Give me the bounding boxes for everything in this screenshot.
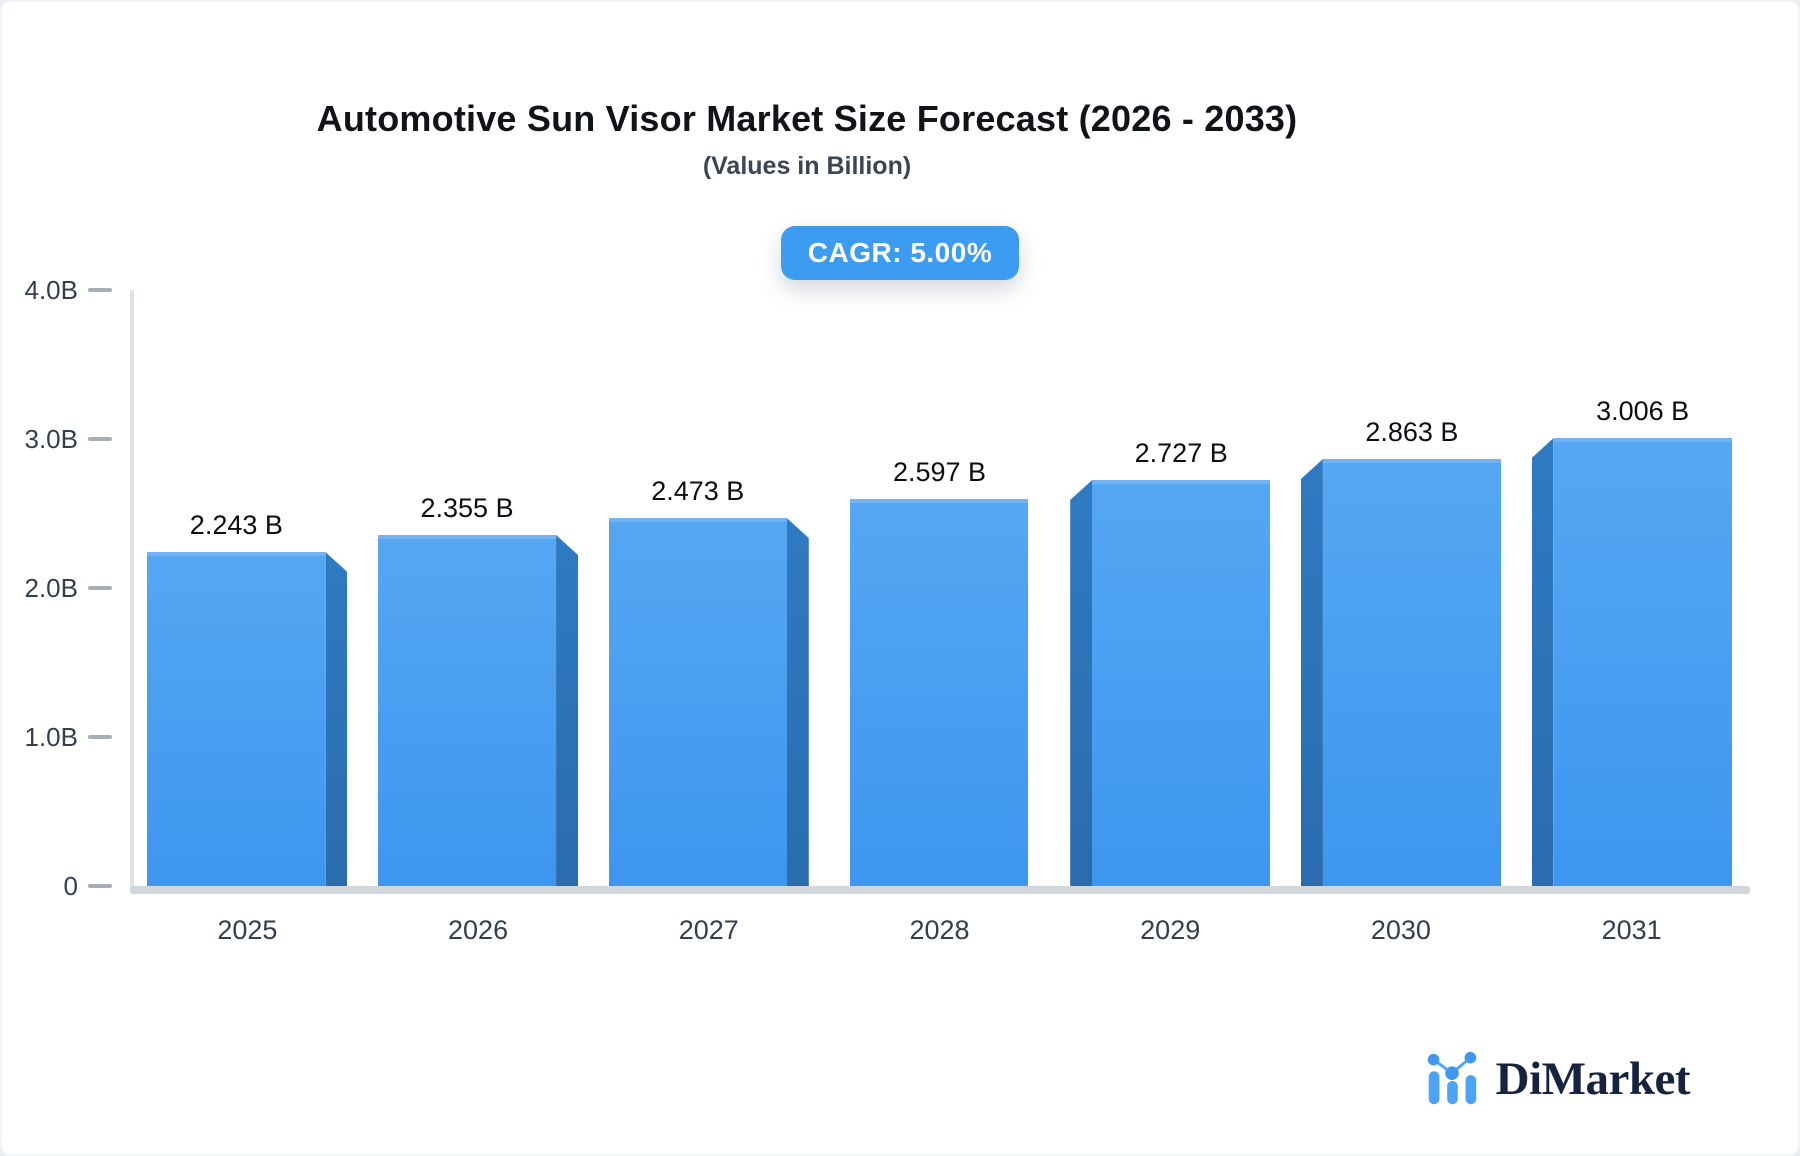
bar-face [1553,438,1732,886]
y-tick-mark [88,735,112,739]
cagr-badge: CAGR: 5.00% [780,226,1020,280]
x-tick-label-2025: 2025 [217,915,278,945]
x-tick-label-2026: 2026 [448,915,509,945]
bar-series: 2.243 B 2.355 B 2.473 B 2.597 B 2.727 B 2.863… [132,290,1747,886]
y-tick-mark [88,288,112,292]
bar-value-label: 2.243 B [189,510,283,540]
bar-2031 [1531,438,1732,886]
bar-2025 [147,552,348,886]
y-tick-label: 3.0B [24,424,79,454]
x-tick-label-2030: 2030 [1370,915,1431,945]
bar-slot: 2.597 B [824,290,1055,886]
y-tick-mark [88,586,112,590]
x-axis-line [130,886,1750,894]
bar-side-shade [1300,459,1323,886]
cagr-badge-row: CAGR: 5.00% [2,226,1798,280]
x-tick-label-2027: 2027 [678,915,739,945]
x-tick-label-2028: 2028 [909,915,970,945]
bar-face [608,518,787,886]
bar-slot: 3.006 B [1516,290,1747,886]
y-tick-mark [88,437,112,441]
bar-slot: 2.355 B [363,290,594,886]
bar-face [850,499,1029,886]
y-tick-label: 0 [63,871,78,901]
bar-slot: 2.473 B [593,290,824,886]
bar-face [1322,459,1501,886]
y-axis-line [130,290,134,888]
bar-face [1092,480,1271,886]
bar-side-shade [1531,438,1554,886]
bar-2027 [608,518,809,886]
bar-value-label: 2.863 B [1365,417,1459,447]
bar-side-shade [1070,480,1093,886]
bar-2029 [1070,480,1271,886]
bar-value-label: 2.597 B [892,457,987,487]
bar-2028 [850,499,1029,886]
bar-value-label: 3.006 B [1596,396,1690,426]
bar-2030 [1300,459,1501,886]
bar-face [147,552,326,886]
bar-value-label: 2.473 B [651,476,745,506]
bar-value-label: 2.355 B [420,493,514,523]
y-tick-label: 4.0B [24,275,79,305]
bar-value-label: 2.727 B [1134,438,1228,468]
bar-slot: 2.727 B [1055,290,1286,886]
y-tick-mark [88,884,112,888]
brand-logo: DiMarket [1421,1048,1691,1110]
brand-name: DiMarket [1495,1053,1691,1105]
dimarket-logo-icon [1427,1051,1476,1105]
chart-subtitle: (Values in Billion) [702,152,912,180]
y-tick-label: 2.0B [24,573,79,603]
y-tick-label: 1.0B [24,722,79,752]
bar-2026 [378,535,579,886]
bar-face [378,535,557,886]
chart-title: Automotive Sun Visor Market Size Forecas… [316,98,1298,139]
bar-side-shade [556,535,579,886]
bar-side-shade [786,518,809,886]
bar-side-shade [325,552,348,886]
x-tick-label-2029: 2029 [1140,915,1201,945]
x-tick-label-2031: 2031 [1601,915,1662,945]
bar-slot: 2.243 B [132,290,363,886]
bar-slot: 2.863 B [1286,290,1517,886]
